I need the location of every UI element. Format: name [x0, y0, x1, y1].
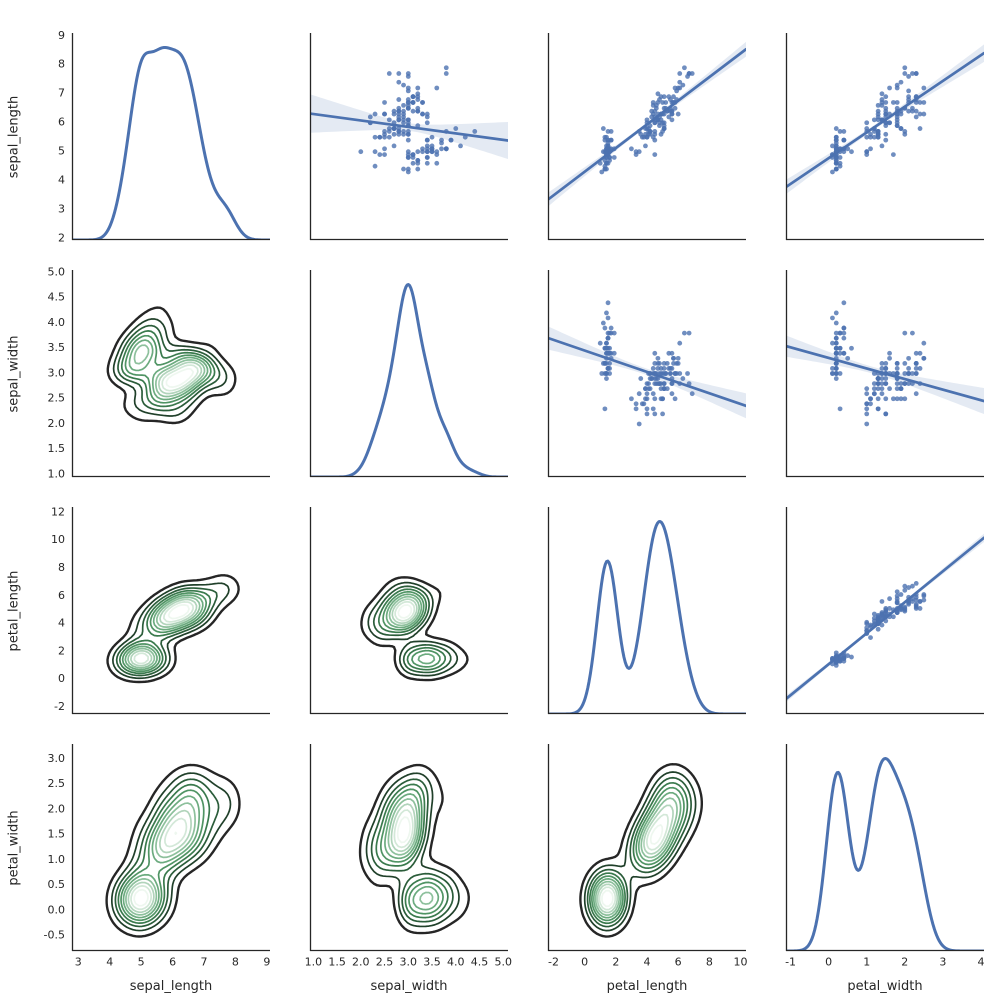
y-axis-label-petal_width: petal_width: [6, 809, 22, 886]
subplot-petal_width-kde: [786, 744, 984, 951]
x-axis-label-petal_width: petal_width: [847, 979, 923, 994]
subplot-sepal_length-kde: [72, 33, 270, 240]
x-axis-label-sepal_length: sepal_length: [129, 979, 213, 994]
subplot-sepal_length-vs-sepal_width: [310, 33, 508, 240]
subplot-sepal_width-vs-sepal_length: [72, 270, 270, 477]
subplot-petal_length-vs-sepal_length: [72, 507, 270, 714]
y-axis-label-sepal_width: sepal_width: [6, 335, 22, 412]
subplot-petal_width-vs-sepal_length: [72, 744, 270, 951]
subplot-petal_length-vs-petal_width: [786, 507, 984, 714]
subplot-sepal_width-vs-petal_width: [786, 270, 984, 477]
subplot-sepal_width-kde: [310, 270, 508, 477]
subplot-petal_width-vs-petal_length: [548, 744, 746, 951]
subplot-petal_width-vs-sepal_width: [310, 744, 508, 951]
subplot-sepal_length-vs-petal_length: [548, 33, 746, 240]
x-axis-label-petal_length: petal_length: [606, 979, 688, 994]
subplot-sepal_width-vs-petal_length: [548, 270, 746, 477]
y-axis-label-petal_length: petal_length: [6, 570, 22, 651]
x-axis-label-sepal_width: sepal_width: [370, 979, 448, 994]
y-axis-label-sepal_length: sepal_length: [6, 95, 22, 178]
subplot-petal_length-kde: [548, 507, 746, 714]
subplot-sepal_length-vs-petal_width: [786, 33, 984, 240]
subplot-petal_length-vs-sepal_width: [310, 507, 508, 714]
